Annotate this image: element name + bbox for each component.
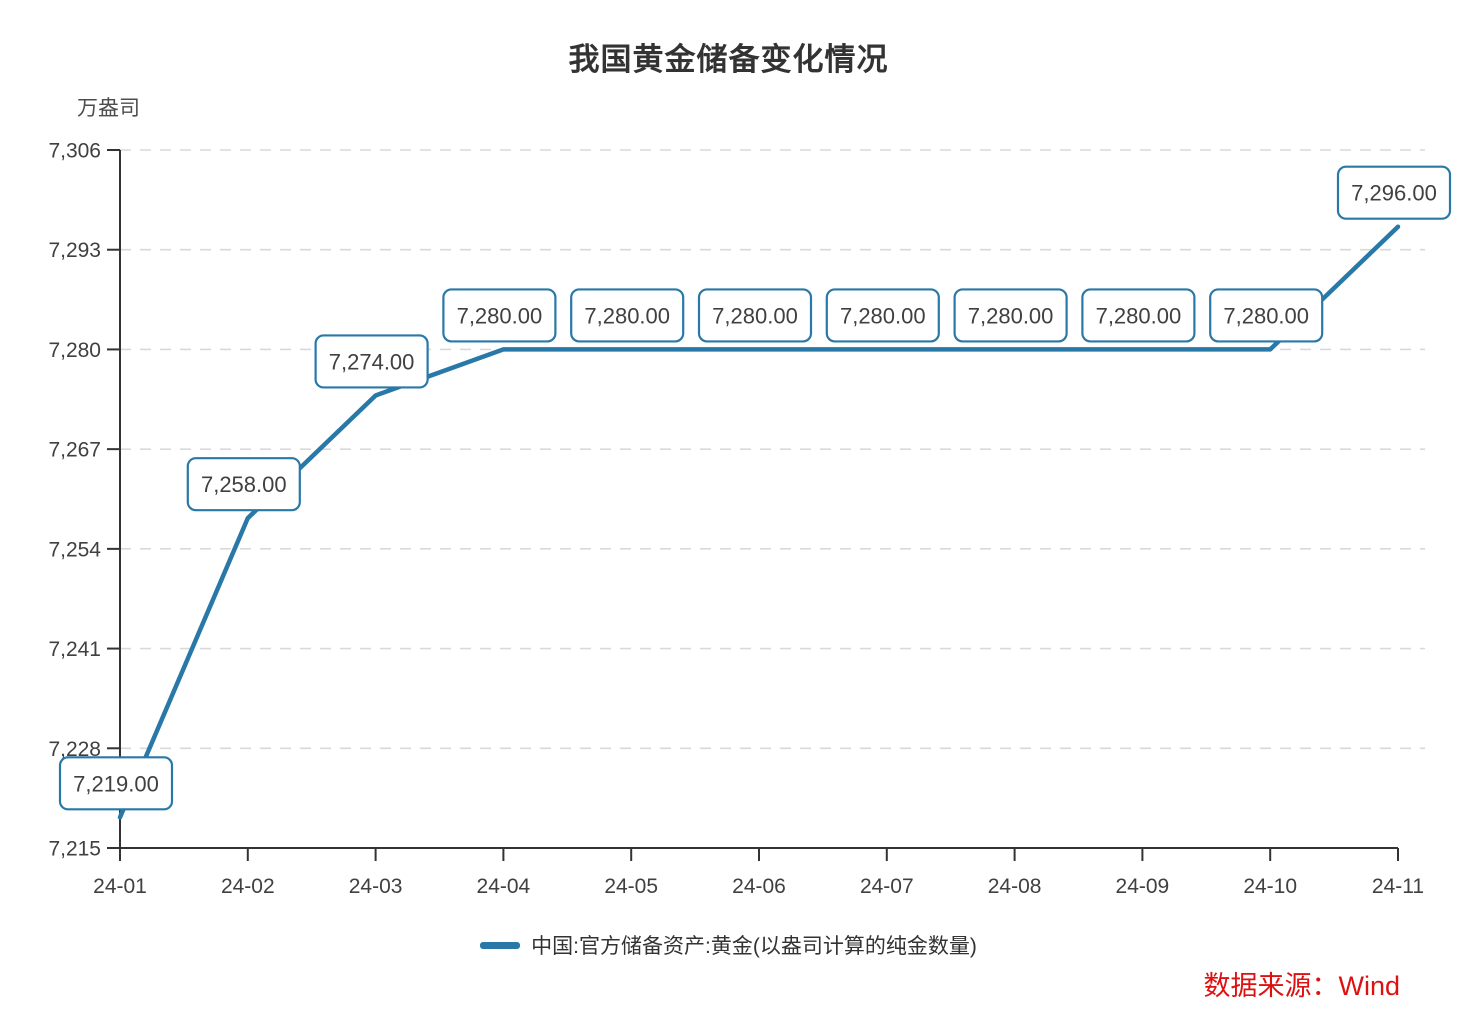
data-label-box [953, 288, 1068, 343]
legend-line-swatch [480, 941, 521, 949]
data-source-note: 数据来源：Wind [1203, 971, 1400, 1001]
x-axis-tick-label: 24-01 [93, 875, 147, 898]
x-axis-tick-label: 24-03 [349, 875, 403, 898]
data-label-box [570, 288, 685, 343]
y-axis-tick-label: 7,241 [48, 638, 101, 661]
x-axis-tick-label: 24-11 [1372, 875, 1424, 898]
data-label-box [314, 334, 429, 389]
data-label: 7,280.00 [840, 303, 926, 328]
data-label: 7,280.00 [1096, 303, 1182, 328]
legend: 中国:官方储备资产:黄金(以盎司计算的纯金数量) [0, 930, 1457, 960]
x-axis-tick-label: 24-05 [604, 875, 658, 898]
data-label: 7,258.00 [201, 472, 287, 497]
data-label-box [1336, 165, 1452, 220]
data-label-box [186, 457, 301, 512]
y-axis-tick-label: 7,228 [48, 738, 101, 761]
data-label: 7,280.00 [1223, 303, 1309, 328]
data-label: 7,219.00 [73, 771, 159, 796]
data-label-box [697, 288, 813, 343]
data-label: 7,280.00 [968, 303, 1054, 328]
y-axis-tick-label: 7,267 [48, 439, 101, 462]
y-axis-tick-label: 7,280 [48, 339, 101, 362]
data-label-box [825, 288, 940, 343]
data-label: 7,280.00 [712, 303, 798, 328]
data-label: 7,280.00 [584, 303, 670, 328]
data-label-box [442, 288, 557, 343]
y-axis-unit-label: 万盎司 [77, 97, 140, 120]
x-axis-tick-label: 24-02 [221, 875, 275, 898]
y-axis-tick-label: 7,215 [48, 838, 101, 861]
y-axis-tick-label: 7,306 [48, 140, 101, 163]
data-label-box [1209, 288, 1324, 343]
data-label-box [1081, 288, 1196, 343]
y-axis-tick-label: 7,254 [48, 538, 101, 561]
data-label: 7,274.00 [329, 349, 415, 374]
x-axis-tick-label: 24-07 [860, 875, 914, 898]
x-axis-tick-label: 24-08 [988, 875, 1042, 898]
x-axis-tick-label: 24-09 [1116, 875, 1170, 898]
chart-title: 我国黄金储备变化情况 [568, 42, 889, 77]
x-axis-tick-label: 24-06 [732, 875, 786, 898]
x-axis-tick-label: 24-04 [477, 875, 531, 898]
y-axis-tick-label: 7,293 [48, 239, 101, 262]
data-label: 7,296.00 [1351, 181, 1437, 206]
data-label-box [58, 756, 174, 811]
series-line [117, 224, 1401, 820]
legend-series-label: 中国:官方储备资产:黄金(以盎司计算的纯金数量) [531, 935, 977, 958]
data-label: 7,280.00 [457, 303, 543, 328]
x-axis-tick-label: 24-10 [1243, 875, 1297, 898]
